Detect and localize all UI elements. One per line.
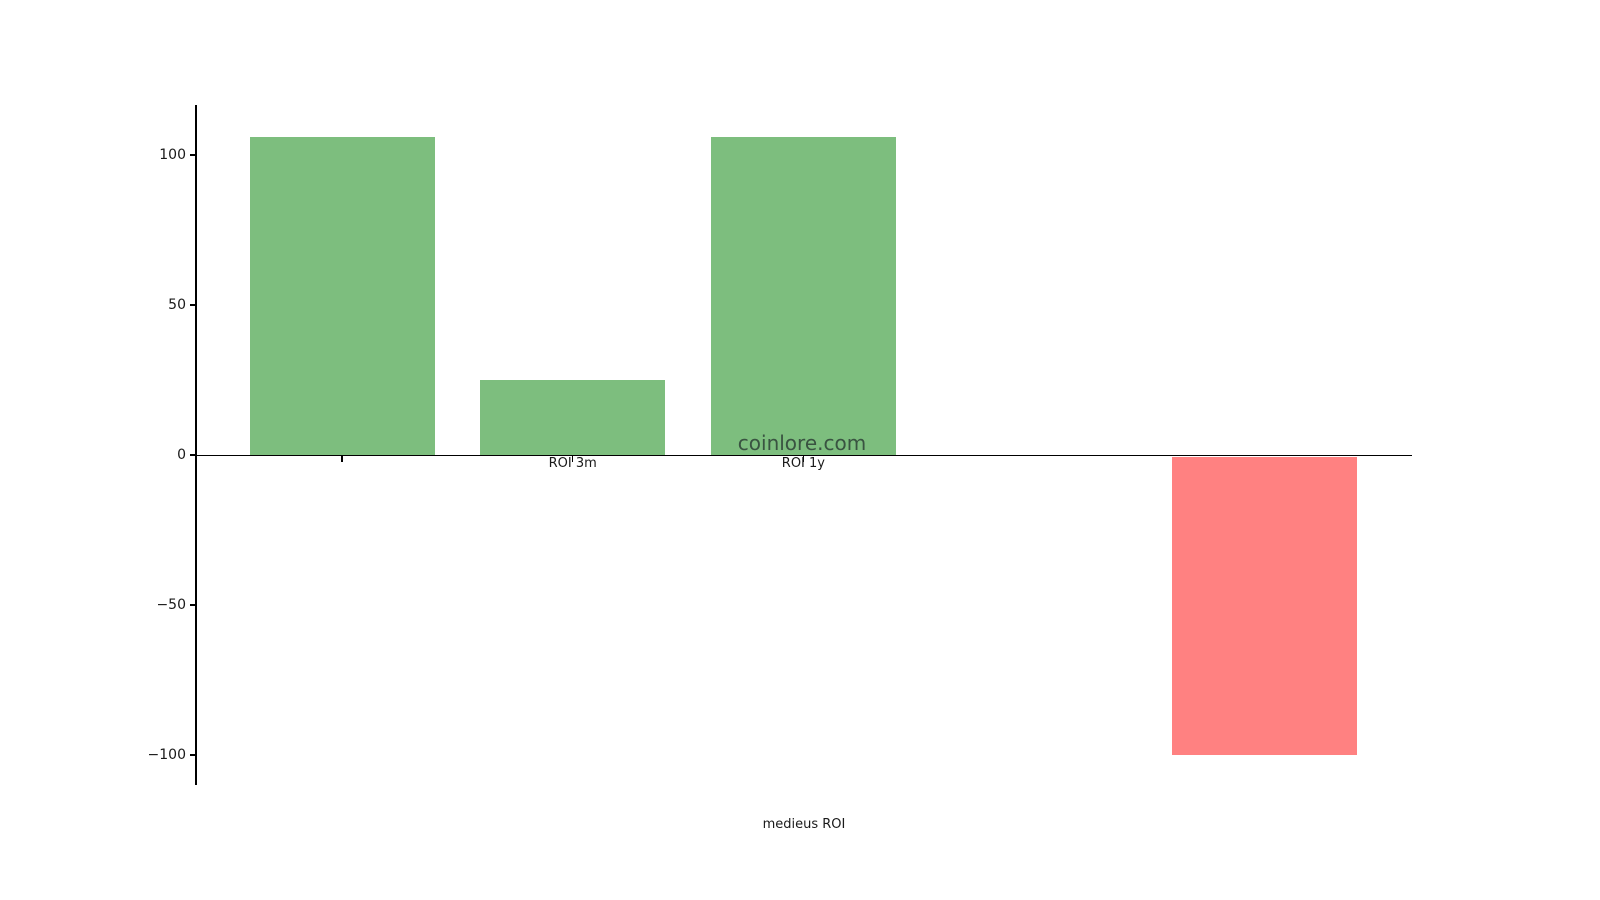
y-tick xyxy=(190,304,196,306)
y-axis-spine xyxy=(195,105,197,785)
x-tick-label: ROI 3m xyxy=(548,456,597,471)
y-tick-label: 0 xyxy=(177,447,186,463)
bar-roi-1y xyxy=(710,137,896,455)
y-tick xyxy=(190,754,196,756)
y-tick-label: −50 xyxy=(156,597,186,613)
y-tick xyxy=(190,154,196,156)
x-tick xyxy=(571,456,574,462)
x-tick xyxy=(341,456,343,462)
y-tick-label: 100 xyxy=(159,147,186,163)
y-tick-label: −100 xyxy=(147,747,186,763)
bar-slot-1 xyxy=(249,137,435,455)
x-axis-title: medieus ROI xyxy=(762,817,846,832)
x-tick xyxy=(802,456,805,462)
bar-roi-3m xyxy=(480,380,666,455)
y-tick xyxy=(190,604,196,606)
bar-slot-5 xyxy=(1172,456,1358,755)
y-tick-label: 50 xyxy=(168,297,186,313)
x-tick-label: ROI 1y xyxy=(781,456,825,471)
x-axis-zero-line xyxy=(196,454,1412,456)
y-tick xyxy=(190,454,196,456)
watermark-text: coinlore.com xyxy=(737,431,867,455)
